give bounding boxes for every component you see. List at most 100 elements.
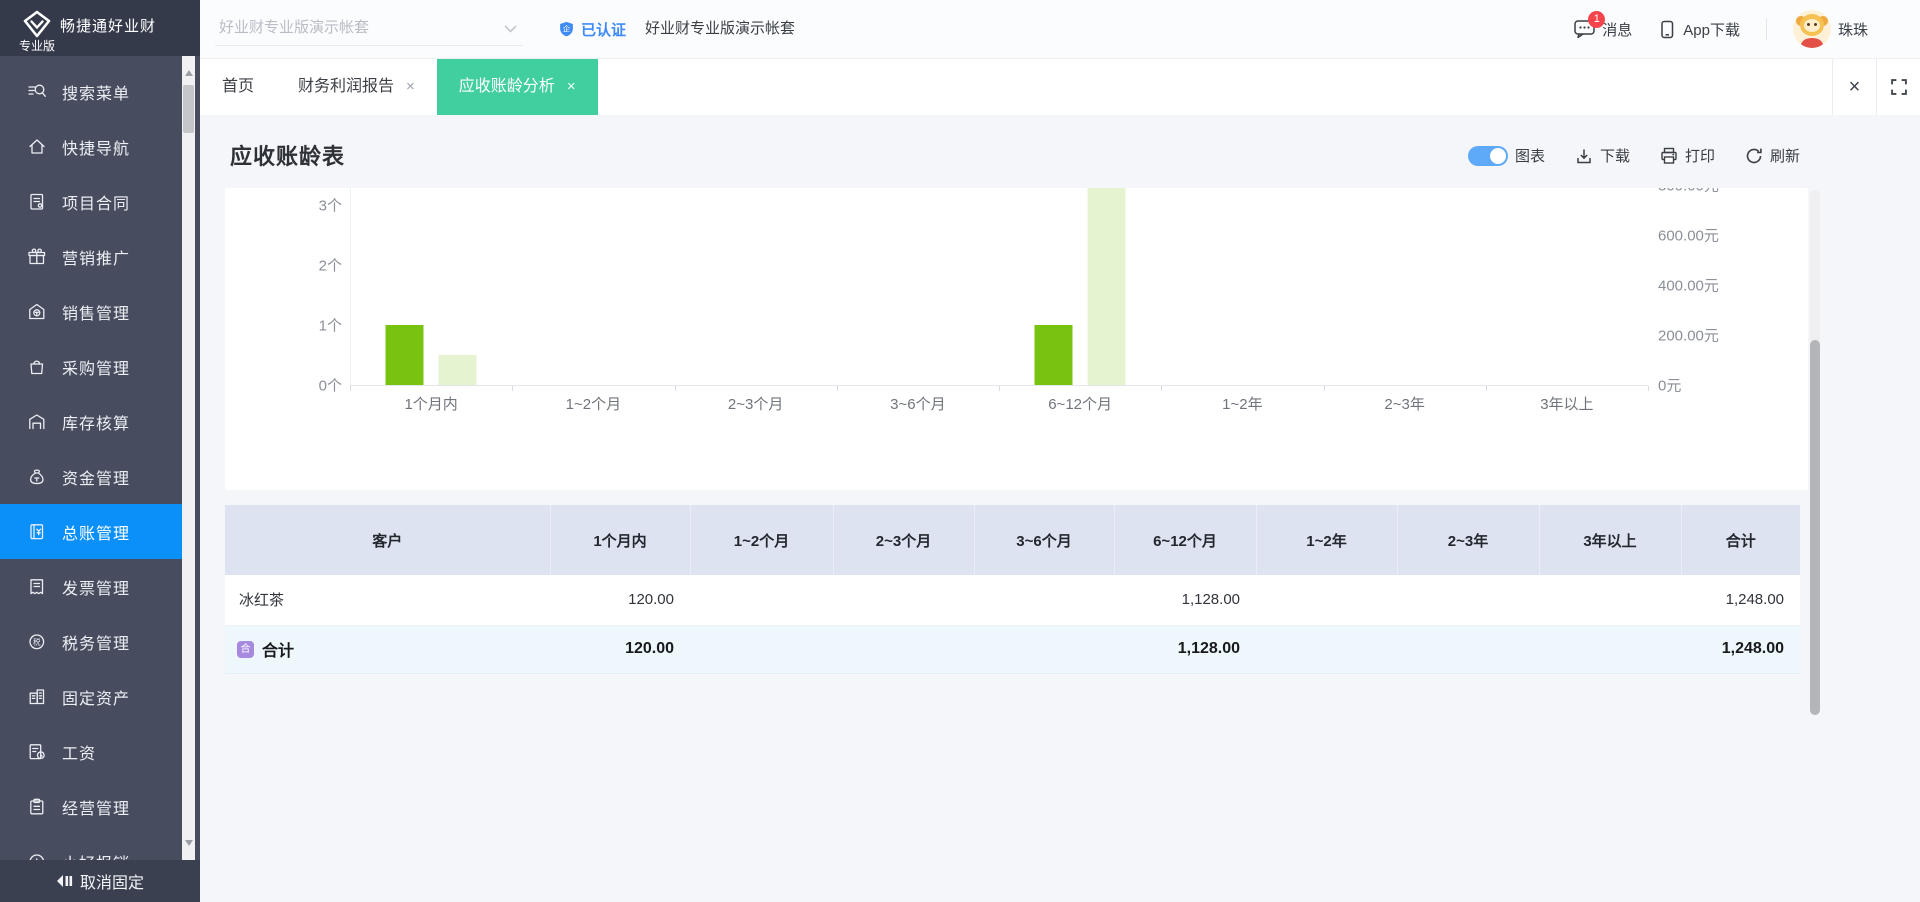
- sidebar-item-inventory[interactable]: 库存核算: [0, 394, 182, 449]
- column-header-0: 客户: [225, 505, 551, 575]
- sidebar-scrollbar[interactable]: [182, 56, 195, 860]
- brand-title: 畅捷通好业财: [60, 18, 157, 35]
- sidebar-item-search[interactable]: 搜索菜单: [0, 64, 182, 119]
- fullscreen-button[interactable]: [1876, 59, 1920, 115]
- cell-value: 1,128.00: [1114, 575, 1256, 626]
- table-row[interactable]: 冰红茶 120.00 1,128.00 1,248.00: [225, 575, 1800, 626]
- tab-close-icon[interactable]: ×: [566, 78, 576, 95]
- gift-icon: [28, 247, 46, 264]
- tab-close-icon[interactable]: ×: [406, 78, 415, 95]
- x-axis-labels: 1个月内 1~2个月 2~3个月 3~6个月 6~12个月 1~2年 2~3年 3年以上: [350, 393, 1648, 414]
- x-axis-tick: [1485, 386, 1487, 391]
- scroll-up-arrow-icon[interactable]: [184, 70, 193, 76]
- sidebar-item-funds[interactable]: 资金管理: [0, 449, 182, 504]
- tab-home[interactable]: 首页: [200, 59, 276, 115]
- sidebar-item-contract[interactable]: 项目合同: [0, 174, 182, 229]
- inventory-icon: [29, 413, 45, 429]
- home-icon: [29, 138, 45, 154]
- column-header-3: 2~3个月: [833, 505, 975, 575]
- sidebar-item-asset[interactable]: 固定资产: [0, 669, 182, 724]
- column-header-8: 3年以上: [1539, 505, 1682, 575]
- user-menu[interactable]: 珠珠: [1792, 10, 1868, 48]
- column-header-6: 1~2年: [1256, 505, 1398, 575]
- sidebar-item-label: 资金管理: [62, 470, 131, 488]
- app-logo[interactable]: 畅捷通好业财 专业版: [0, 0, 200, 56]
- content-scrollbar[interactable]: [1810, 190, 1820, 715]
- x-axis-category-label: 1~2年: [1222, 396, 1263, 413]
- messages-button[interactable]: 1 消息: [1574, 11, 1633, 40]
- verified-label: 已认证: [581, 21, 627, 39]
- shield-verified-icon: 企: [560, 21, 573, 36]
- refresh-label: 刷新: [1769, 148, 1800, 165]
- chevron-down-icon: [504, 25, 517, 33]
- sidebar-item-label: 库存核算: [62, 415, 131, 433]
- sidebar-item-ledger[interactable]: 总账管理: [0, 504, 182, 559]
- close-icon: ×: [1848, 75, 1861, 98]
- sidebar-item-invoice[interactable]: 发票管理: [0, 559, 182, 614]
- sidebar-item-label: 工资: [62, 745, 97, 763]
- fullscreen-icon: [1890, 79, 1907, 95]
- report-toolbar: 图表 下载 打印: [1467, 145, 1800, 166]
- tab-receivable-aging[interactable]: 应收账龄分析 ×: [436, 59, 598, 115]
- x-axis-tick: [999, 386, 1000, 391]
- asset-icon: [29, 688, 45, 704]
- sidebar-item-label: 搜索菜单: [62, 85, 131, 103]
- column-header-9: 合计: [1681, 505, 1800, 575]
- sidebar-item-home[interactable]: 快捷导航: [0, 119, 182, 174]
- chart-toggle-switch[interactable]: [1467, 145, 1508, 166]
- x-axis-category-label: 3年以上: [1540, 396, 1594, 413]
- print-label: 打印: [1684, 148, 1715, 165]
- messages-label: 消息: [1602, 21, 1633, 39]
- y-axis-right-tick: 400.00元: [1658, 277, 1719, 295]
- y-axis-right-tick: 800.00元: [1658, 188, 1719, 196]
- user-avatar: [1792, 10, 1831, 48]
- tab-label: 应收账龄分析: [458, 78, 555, 95]
- sidebar-item-label: 固定资产: [62, 690, 131, 708]
- download-button[interactable]: 下载: [1575, 145, 1630, 166]
- messages-count-badge: 1: [1588, 11, 1606, 28]
- app-download-button[interactable]: App下载: [1658, 19, 1740, 40]
- x-axis-tick: [350, 386, 351, 391]
- contract-icon: [30, 193, 44, 210]
- total-cell-value: [1256, 625, 1397, 674]
- bar-count-4: [1034, 325, 1073, 385]
- tab-profit-report[interactable]: 财务利润报告 ×: [276, 59, 437, 115]
- total-row: 合合计 120.00 1,128.00 1,248.00: [225, 625, 1800, 674]
- y-axis-right-tick: 0元: [1658, 377, 1682, 395]
- sidebar-item-sales[interactable]: 销售管理: [0, 284, 182, 339]
- collapse-icon: [56, 875, 73, 887]
- close-all-tabs-button[interactable]: ×: [1832, 59, 1876, 115]
- chart-slot: [837, 188, 999, 385]
- unpin-sidebar-button[interactable]: 取消固定: [0, 860, 200, 902]
- verified-badge[interactable]: 企 已认证: [558, 0, 626, 58]
- cell-value: [1256, 575, 1397, 626]
- aging-data-table: 客户 1个月内 1~2个月 2~3个月 3~6个月 6~12个月 1~2年 2~3年 3年以上合…: [225, 505, 1800, 674]
- sidebar-item-tax[interactable]: 税 税务管理: [0, 614, 182, 669]
- sidebar-item-operation[interactable]: 经营管理: [0, 779, 182, 834]
- download-label: 下载: [1599, 148, 1630, 165]
- funds-icon: [29, 468, 44, 484]
- refresh-button[interactable]: 刷新: [1745, 145, 1800, 166]
- y-axis-right-tick: 600.00元: [1658, 227, 1719, 245]
- y-axis-left-tick: 0个: [318, 377, 342, 395]
- document-tab-bar: 首页 财务利润报告 × 应收账龄分析 × ×: [200, 59, 1920, 115]
- cell-value: 1,248.00: [1681, 575, 1800, 626]
- scroll-down-arrow-icon[interactable]: [184, 840, 193, 846]
- chart-slot: [350, 188, 512, 385]
- content-scrollbar-thumb[interactable]: [1810, 340, 1820, 715]
- sidebar-scrollbar-thumb[interactable]: [183, 85, 194, 133]
- sidebar-item-label: 发票管理: [62, 580, 131, 598]
- x-axis-category-label: 2~3个月: [727, 396, 784, 413]
- column-header-5: 6~12个月: [1114, 505, 1257, 575]
- cell-value: [974, 575, 1114, 626]
- bar-count-0: [385, 325, 424, 385]
- account-set-dropdown[interactable]: 好业财专业版演示帐套: [215, 12, 523, 46]
- bar-amount-0: [438, 355, 477, 385]
- sidebar-item-purchase[interactable]: 采购管理: [0, 339, 182, 394]
- sidebar-item-gift[interactable]: 营销推广: [0, 229, 182, 284]
- print-button[interactable]: 打印: [1660, 145, 1715, 166]
- y-axis-left-tick: 2个: [318, 257, 342, 275]
- sidebar-item-salary[interactable]: 工资: [0, 724, 182, 779]
- brand-subtitle: 专业版: [19, 39, 56, 53]
- account-set-name: 好业财专业版演示帐套: [645, 20, 796, 37]
